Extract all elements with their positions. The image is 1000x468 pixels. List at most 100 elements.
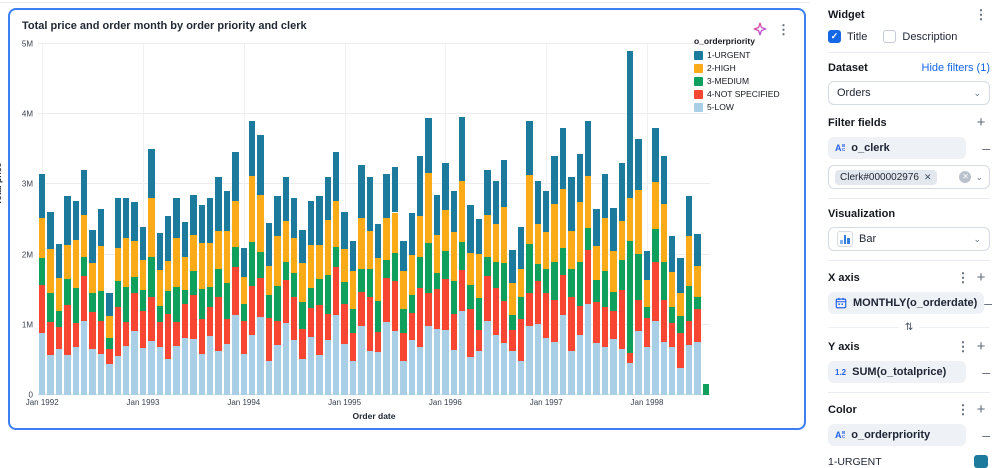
bar-segment[interactable] [542,268,550,294]
bar-segment[interactable] [290,296,298,341]
bar-segment[interactable] [131,331,138,395]
bar-segment[interactable] [265,360,273,395]
bar-segment[interactable] [610,291,617,311]
bar-segment[interactable] [358,291,365,327]
bar-segment[interactable] [458,311,466,395]
bar-segment[interactable] [475,329,483,351]
bar-segment[interactable] [131,277,138,293]
bar-segment[interactable] [206,306,214,337]
bar-segment[interactable] [324,176,332,221]
bar-segment[interactable] [660,204,668,262]
bar-1997-03[interactable] [559,44,567,395]
bar-segment[interactable] [324,274,332,315]
bar-segment[interactable] [190,270,197,295]
bar-segment[interactable] [677,258,684,293]
bar-1998-08[interactable] [702,44,710,395]
bar-segment[interactable] [576,153,584,202]
legend-item[interactable]: 2-HIGH [694,63,806,73]
bar-segment[interactable] [509,329,516,352]
bar-segment[interactable] [265,223,273,266]
bar-1995-12[interactable] [433,44,441,395]
bar-segment[interactable] [215,176,222,232]
bar-segment[interactable] [593,208,600,247]
bar-segment[interactable] [38,258,46,285]
bar-1993-10[interactable] [215,44,222,395]
remove-y-axis-field-button[interactable]: – [982,364,990,380]
bar-segment[interactable] [97,246,105,292]
hide-filters-link[interactable]: Hide filters (1) [921,62,990,74]
bar-segment[interactable] [240,247,248,278]
bar-segment[interactable] [702,384,710,395]
bar-segment[interactable] [475,350,483,395]
bar-1997-10[interactable] [618,44,626,395]
bar-segment[interactable] [282,323,290,395]
bar-segment[interactable] [80,275,88,321]
bar-segment[interactable] [467,204,474,253]
bar-segment[interactable] [341,343,348,395]
bar-segment[interactable] [38,218,46,259]
bar-segment[interactable] [366,268,374,297]
bar-1996-07[interactable] [492,44,500,395]
bar-segment[interactable] [635,300,642,332]
x-axis-kebab-icon[interactable]: ⋮ [956,270,970,285]
bar-segment[interactable] [257,317,264,395]
bar-segment[interactable] [433,329,441,395]
bar-segment[interactable] [89,263,96,293]
bar-segment[interactable] [148,198,155,258]
bar-segment[interactable] [542,338,550,395]
bar-1994-07[interactable] [290,44,298,395]
bar-segment[interactable] [324,314,332,341]
bar-segment[interactable] [559,189,567,249]
bar-segment[interactable] [332,266,340,315]
bar-segment[interactable] [383,260,390,278]
bar-segment[interactable] [660,299,668,343]
title-checkbox[interactable]: ✓ Title [828,30,867,43]
bar-segment[interactable] [38,173,46,219]
bar-segment[interactable] [232,152,239,201]
bar-1997-06[interactable] [584,44,592,395]
bar-segment[interactable] [618,260,626,291]
bar-segment[interactable] [248,241,256,286]
bar-segment[interactable] [652,320,659,395]
bar-segment[interactable] [685,235,693,286]
bar-segment[interactable] [206,286,214,307]
bar-segment[interactable] [290,237,298,273]
bar-segment[interactable] [198,319,206,354]
bar-segment[interactable] [156,322,164,347]
bar-1993-01[interactable] [139,44,147,395]
remove-color-field-button[interactable]: – [982,427,990,443]
bar-segment[interactable] [517,361,525,395]
bar-segment[interactable] [164,216,172,261]
bar-1997-07[interactable] [593,44,600,395]
bar-1995-01[interactable] [341,44,348,395]
remove-tag-icon[interactable]: ✕ [923,171,932,182]
bar-segment[interactable] [517,226,525,269]
bar-segment[interactable] [122,237,130,287]
remove-filter-field-button[interactable]: – [982,140,990,156]
bar-1996-06[interactable] [484,44,491,395]
bar-segment[interactable] [307,288,315,308]
bar-segment[interactable] [97,354,105,395]
legend-item[interactable]: 1-URGENT [694,50,806,60]
bar-segment[interactable] [198,289,206,320]
bar-segment[interactable] [358,326,365,395]
ai-sparkle-icon[interactable] [753,22,767,36]
bar-segment[interactable] [568,296,575,352]
bar-segment[interactable] [593,246,600,280]
bar-segment[interactable] [618,220,626,261]
bar-segment[interactable] [47,292,54,322]
bar-segment[interactable] [190,294,197,339]
filter-value-combobox[interactable]: Clerk#000002976 ✕ ✕ ⌄ [828,165,990,189]
bar-segment[interactable] [400,308,407,334]
widget-menu-kebab-icon[interactable]: ⋮ [777,21,790,37]
bar-segment[interactable] [576,201,584,263]
bar-segment[interactable] [349,333,357,362]
bar-segment[interactable] [551,156,558,205]
bar-segment[interactable] [500,300,508,344]
bar-segment[interactable] [584,176,592,228]
bar-1992-09[interactable] [106,44,113,395]
bar-segment[interactable] [89,312,96,349]
bar-segment[interactable] [652,261,659,321]
checkbox-checked-icon[interactable]: ✓ [828,30,841,43]
